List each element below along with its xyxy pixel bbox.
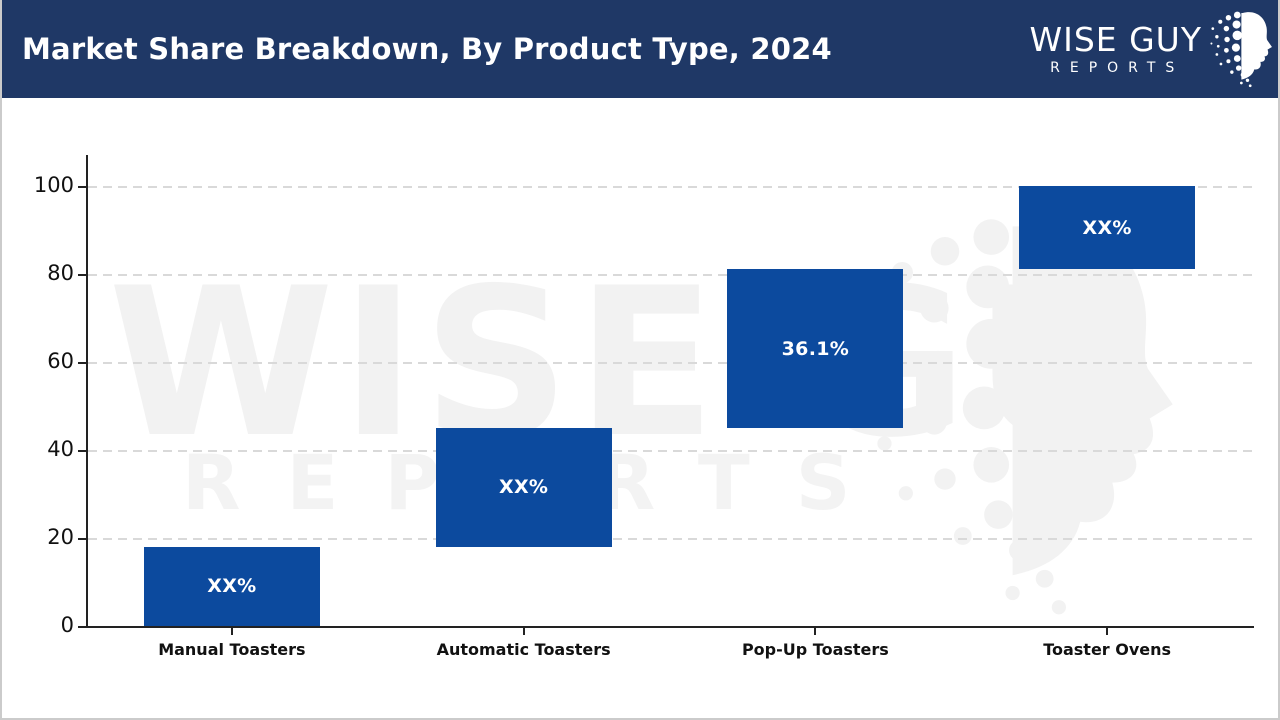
y-tick-60 — [78, 362, 86, 364]
y-axis-line — [86, 155, 88, 628]
report-header: Market Share Breakdown, By Product Type,… — [0, 0, 1280, 98]
gridline-80 — [88, 274, 1253, 276]
y-tick-label: 80 — [47, 261, 74, 285]
gridline-60 — [88, 362, 1253, 364]
x-tick-manual-toasters — [230, 628, 233, 635]
wise-guy-head-icon — [1210, 11, 1272, 88]
y-tick-label: 0 — [60, 613, 74, 637]
y-tick-label: 100 — [33, 173, 74, 197]
bar-value-label: XX% — [207, 575, 257, 598]
y-tick-label: 60 — [47, 349, 74, 373]
gridline-40 — [88, 450, 1253, 452]
y-tick-0 — [78, 626, 86, 628]
y-tick-20 — [78, 538, 86, 540]
bar-value-label: 36.1% — [781, 337, 850, 360]
gridline-100 — [88, 186, 1253, 188]
x-axis-line — [86, 626, 1254, 628]
x-tick-automatic-toasters — [522, 628, 525, 635]
x-tick-toaster-ovens — [1106, 628, 1109, 635]
bar-toaster-ovens: XX% — [1019, 186, 1196, 270]
y-tick-80 — [78, 274, 86, 276]
bar-pop-up-toasters: 36.1% — [727, 269, 904, 428]
bar-value-label: XX% — [499, 476, 549, 499]
logo-reports-label: REPORTS — [1050, 60, 1185, 76]
x-category-label: Manual Toasters — [158, 640, 306, 659]
page-title: Market Share Breakdown, By Product Type,… — [22, 32, 832, 66]
logo-wiseguy-label: WISE GUY — [1029, 20, 1202, 59]
x-category-label: Pop-Up Toasters — [741, 640, 889, 659]
gridline-20 — [88, 538, 1253, 540]
wise-guy-logo: WISE GUY REPORTS — [1029, 4, 1274, 94]
y-tick-100 — [78, 186, 86, 188]
bar-automatic-toasters: XX% — [435, 428, 612, 547]
x-tick-pop-up-toasters — [814, 628, 817, 635]
y-tick-label: 20 — [47, 525, 74, 549]
logo-text: WISE GUY REPORTS — [1029, 23, 1202, 75]
bar-value-label: XX% — [1082, 216, 1132, 239]
y-tick-label: 40 — [47, 437, 74, 461]
y-tick-40 — [78, 450, 86, 452]
bar-manual-toasters: XX% — [143, 546, 320, 626]
x-category-label: Automatic Toasters — [436, 640, 611, 659]
x-category-label: Toaster Ovens — [1043, 640, 1172, 659]
